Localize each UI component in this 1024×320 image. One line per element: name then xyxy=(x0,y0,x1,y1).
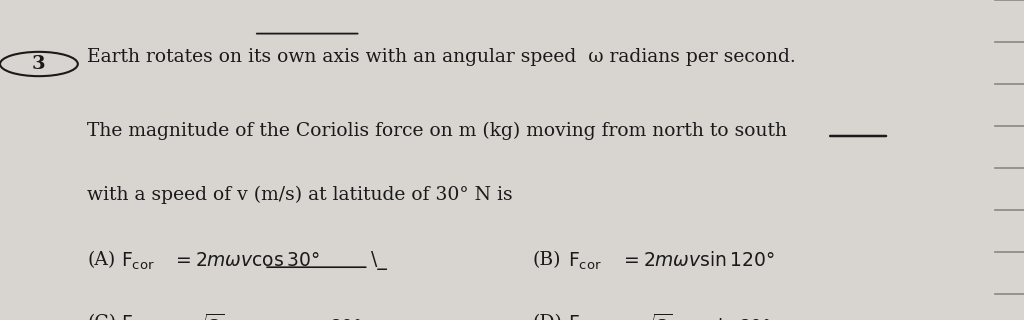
Text: 3: 3 xyxy=(32,55,46,73)
Text: $= \sqrt{3}\,m\omega v + \cos 60°$: $= \sqrt{3}\,m\omega v + \cos 60°$ xyxy=(172,314,361,320)
Text: $= 2m\omega v \cos 30°$: $= 2m\omega v \cos 30°$ xyxy=(172,251,319,270)
Text: $\mathregular{F_{cor}}$: $\mathregular{F_{cor}}$ xyxy=(568,251,602,273)
Text: (C): (C) xyxy=(87,314,116,320)
Text: $\mathregular{F_{cor}}$: $\mathregular{F_{cor}}$ xyxy=(568,314,602,320)
Text: with a speed of v (m/s) at latitude of 30° N is: with a speed of v (m/s) at latitude of 3… xyxy=(87,186,513,204)
Text: (D): (D) xyxy=(532,314,562,320)
Text: $\mathregular{F_{cor}}$: $\mathregular{F_{cor}}$ xyxy=(121,314,155,320)
Text: Earth rotates on its own axis with an angular speed  ω radians per second.: Earth rotates on its own axis with an an… xyxy=(87,48,796,66)
Text: $= 2m\omega v \sin 120°$: $= 2m\omega v \sin 120°$ xyxy=(620,251,774,270)
Circle shape xyxy=(0,52,78,76)
Text: The magnitude of the Coriolis force on m (kg) moving from north to south: The magnitude of the Coriolis force on m… xyxy=(87,122,787,140)
Text: (B): (B) xyxy=(532,251,561,269)
Text: ·: · xyxy=(835,314,842,320)
Text: (A): (A) xyxy=(87,251,116,269)
Text: \_: \_ xyxy=(371,251,387,270)
Text: $= \sqrt{3}\,m\omega \sin 60°$: $= \sqrt{3}\,m\omega \sin 60°$ xyxy=(620,314,770,320)
Text: $\mathregular{F_{cor}}$: $\mathregular{F_{cor}}$ xyxy=(121,251,155,273)
